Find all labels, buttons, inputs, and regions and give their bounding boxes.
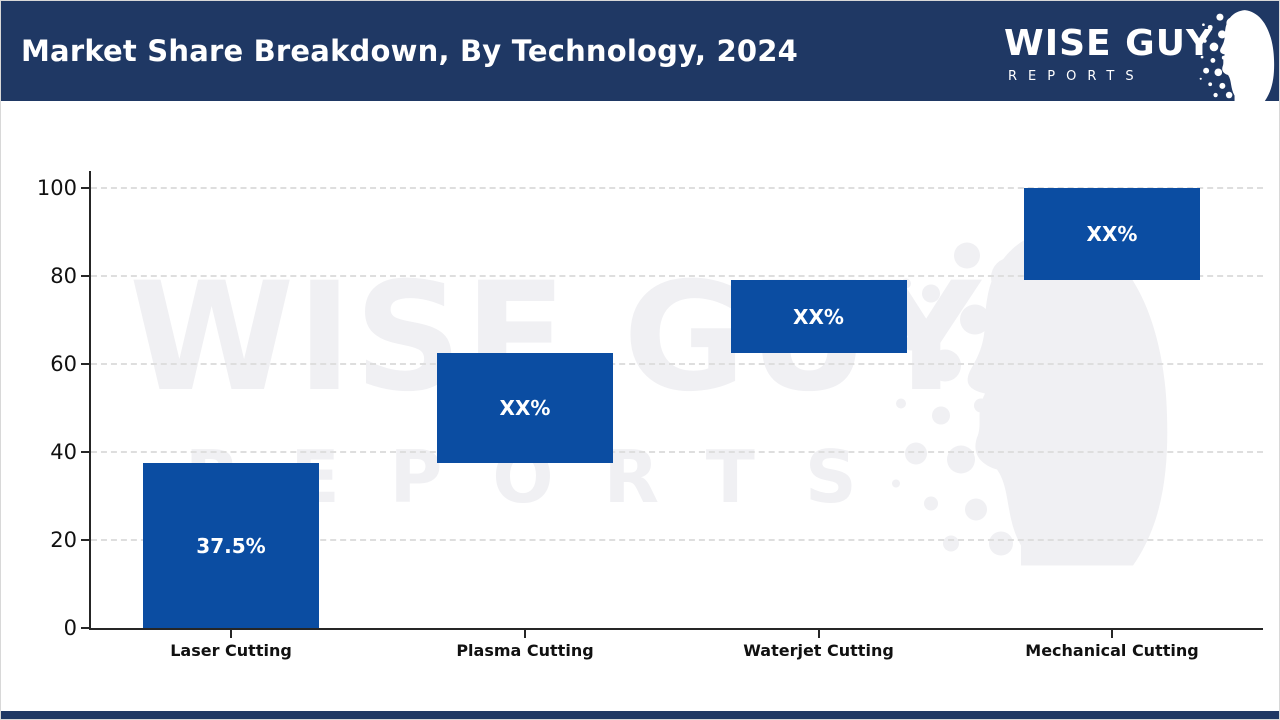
x-category-label: Mechanical Cutting bbox=[1025, 641, 1199, 660]
y-gridline bbox=[91, 363, 1263, 365]
y-tick-label: 80 bbox=[50, 264, 77, 288]
logo-face-icon bbox=[1199, 10, 1275, 101]
y-tick-mark bbox=[81, 451, 89, 453]
y-tick-mark bbox=[81, 187, 89, 189]
bar-segment: XX% bbox=[1024, 188, 1200, 281]
bar-segment: XX% bbox=[437, 353, 613, 463]
y-gridline bbox=[91, 187, 1263, 189]
y-tick-label: 20 bbox=[50, 528, 77, 552]
x-tick-mark bbox=[524, 630, 526, 638]
y-axis-spine bbox=[89, 171, 91, 630]
y-tick-mark bbox=[81, 627, 89, 629]
y-tick-label: 60 bbox=[50, 352, 77, 376]
y-gridline bbox=[91, 275, 1263, 277]
y-tick-mark bbox=[81, 275, 89, 277]
x-category-label: Waterjet Cutting bbox=[743, 641, 894, 660]
y-tick-label: 40 bbox=[50, 440, 77, 464]
bar-value-label: XX% bbox=[499, 396, 551, 420]
logo-subtext: REPORTS bbox=[1008, 69, 1145, 84]
y-tick-label: 100 bbox=[36, 176, 77, 200]
y-tick-mark bbox=[81, 363, 89, 365]
chart-title: Market Share Breakdown, By Technology, 2… bbox=[21, 34, 799, 68]
bar-value-label: 37.5% bbox=[196, 533, 266, 558]
x-tick-mark bbox=[817, 630, 820, 638]
wiseguy-logo: WISE GUY REPORTS bbox=[1004, 7, 1275, 101]
footer-band bbox=[1, 711, 1279, 719]
y-gridline bbox=[91, 451, 1263, 453]
bar-value-label: XX% bbox=[1086, 222, 1138, 247]
header-band: Market Share Breakdown, By Technology, 2… bbox=[1, 1, 1279, 101]
logo-wordmark: WISE GUY bbox=[1004, 23, 1214, 64]
bar-segment: XX% bbox=[730, 280, 907, 353]
y-tick-mark bbox=[81, 539, 89, 541]
watermark-face-icon bbox=[892, 229, 1168, 566]
bar-segment: 37.5% bbox=[143, 463, 319, 628]
x-category-label: Plasma Cutting bbox=[456, 641, 594, 660]
x-tick-mark bbox=[1111, 630, 1113, 638]
bar-value-label: XX% bbox=[793, 304, 844, 329]
x-tick-mark bbox=[230, 630, 232, 638]
y-tick-label: 0 bbox=[63, 616, 77, 640]
x-axis-spine bbox=[89, 628, 1263, 630]
y-gridline bbox=[91, 539, 1263, 541]
x-category-label: Laser Cutting bbox=[170, 641, 292, 660]
